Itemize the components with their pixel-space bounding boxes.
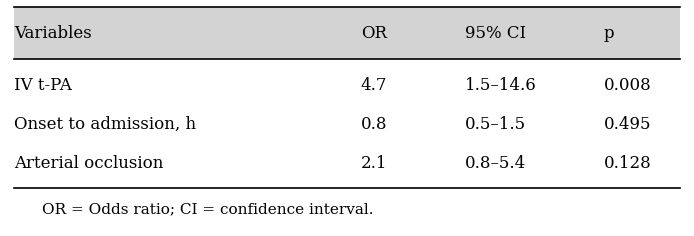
Text: OR: OR xyxy=(361,25,387,42)
Text: OR = Odds ratio; CI = confidence interval.: OR = Odds ratio; CI = confidence interva… xyxy=(42,202,373,216)
Text: Onset to admission, h: Onset to admission, h xyxy=(14,116,196,133)
Bar xyxy=(14,7,680,59)
Text: 0.128: 0.128 xyxy=(604,155,652,172)
Text: 4.7: 4.7 xyxy=(361,77,387,94)
Text: 0.5–1.5: 0.5–1.5 xyxy=(465,116,526,133)
Text: 0.8: 0.8 xyxy=(361,116,387,133)
Text: 0.8–5.4: 0.8–5.4 xyxy=(465,155,526,172)
Text: 0.008: 0.008 xyxy=(604,77,652,94)
Text: IV t-PA: IV t-PA xyxy=(14,77,71,94)
Text: Arterial occlusion: Arterial occlusion xyxy=(14,155,163,172)
Text: 2.1: 2.1 xyxy=(361,155,387,172)
Text: Variables: Variables xyxy=(14,25,92,42)
Text: 1.5–14.6: 1.5–14.6 xyxy=(465,77,536,94)
Text: 0.495: 0.495 xyxy=(604,116,651,133)
Text: 95% CI: 95% CI xyxy=(465,25,526,42)
Text: p: p xyxy=(604,25,614,42)
